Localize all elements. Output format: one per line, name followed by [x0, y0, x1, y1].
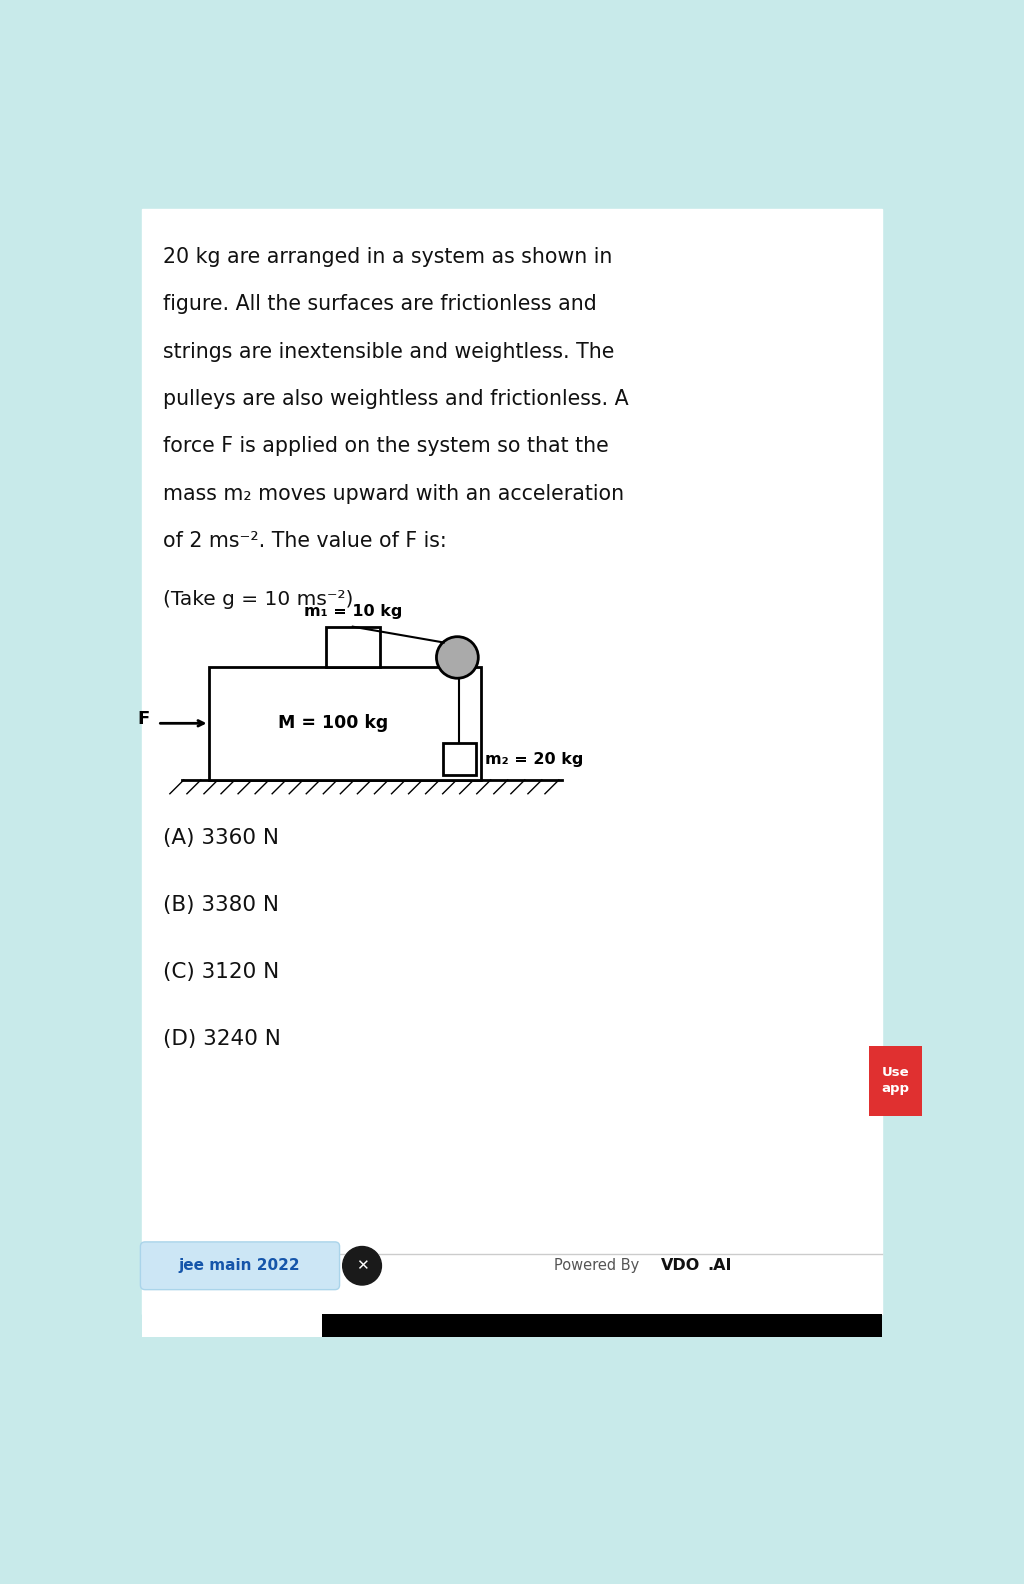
Text: VDO: VDO: [662, 1258, 700, 1274]
Text: .AI: .AI: [708, 1258, 732, 1274]
Text: Powered By: Powered By: [554, 1258, 644, 1274]
Bar: [869, 1047, 922, 1115]
Text: force F is applied on the system so that the: force F is applied on the system so that…: [163, 437, 608, 456]
FancyBboxPatch shape: [140, 1242, 340, 1289]
Text: ✕: ✕: [355, 1258, 369, 1274]
Text: pulleys are also weightless and frictionless. A: pulleys are also weightless and friction…: [163, 390, 629, 409]
Text: mass m₂ moves upward with an acceleration: mass m₂ moves upward with an acceleratio…: [163, 483, 624, 504]
Bar: [443, 743, 476, 775]
Text: (D) 3240 N: (D) 3240 N: [163, 1030, 281, 1049]
Text: strings are inextensible and weightless. The: strings are inextensible and weightless.…: [163, 342, 614, 361]
Text: F: F: [137, 710, 150, 727]
Text: figure. All the surfaces are frictionless and: figure. All the surfaces are frictionles…: [163, 295, 597, 314]
Text: (C) 3120 N: (C) 3120 N: [163, 963, 280, 982]
Text: m₂ = 20 kg: m₂ = 20 kg: [485, 752, 584, 767]
Text: of 2 ms⁻². The value of F is:: of 2 ms⁻². The value of F is:: [163, 531, 446, 551]
FancyBboxPatch shape: [142, 209, 882, 1313]
Text: jee main 2022: jee main 2022: [179, 1258, 300, 1274]
Text: M = 100 kg: M = 100 kg: [279, 714, 388, 732]
Circle shape: [343, 1247, 381, 1285]
Text: (A) 3360 N: (A) 3360 N: [163, 828, 279, 849]
Text: m₁ = 10 kg: m₁ = 10 kg: [303, 604, 402, 619]
Circle shape: [436, 637, 478, 678]
Text: (B) 3380 N: (B) 3380 N: [163, 895, 279, 916]
Text: Use
app: Use app: [882, 1066, 909, 1096]
Bar: [322, 1313, 882, 1337]
Text: 20 kg are arranged in a system as shown in: 20 kg are arranged in a system as shown …: [163, 247, 612, 268]
Text: (Take g = 10 ms⁻²): (Take g = 10 ms⁻²): [163, 589, 353, 608]
Bar: [209, 667, 480, 779]
Bar: [142, 1313, 336, 1337]
Bar: [326, 627, 380, 667]
